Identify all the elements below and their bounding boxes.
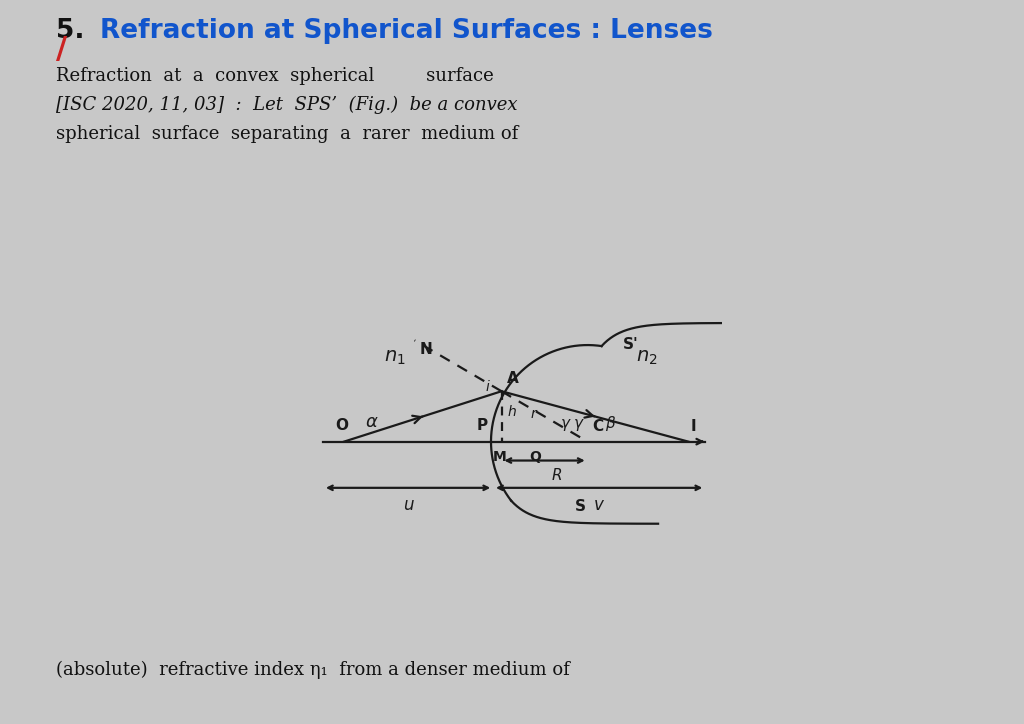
Text: N: N <box>420 342 432 358</box>
Text: C: C <box>593 419 604 434</box>
Text: $\alpha$: $\alpha$ <box>365 413 378 432</box>
Text: $\gamma$: $\gamma$ <box>572 417 584 433</box>
Text: S': S' <box>624 337 639 352</box>
Text: i: i <box>485 380 489 394</box>
Text: Refraction at Spherical Surfaces : Lenses: Refraction at Spherical Surfaces : Lense… <box>100 18 714 44</box>
Text: O: O <box>336 418 348 433</box>
Text: Q: Q <box>528 450 541 464</box>
Text: Refraction  at  a  convex  spherical         surface: Refraction at a convex spherical surface <box>56 67 494 85</box>
Text: $n_2$: $n_2$ <box>636 348 657 367</box>
Text: R: R <box>552 468 562 483</box>
Text: h: h <box>508 405 516 419</box>
Text: P: P <box>477 418 488 433</box>
Text: /: / <box>56 35 68 64</box>
Text: v: v <box>594 496 604 514</box>
Text: u: u <box>402 496 414 514</box>
Text: $n_1$: $n_1$ <box>384 348 406 367</box>
Text: [ISC 2020, 11, 03]  :  Let  SPS’  (Fig.)  be a convex: [ISC 2020, 11, 03] : Let SPS’ (Fig.) be … <box>56 96 518 114</box>
Text: I: I <box>690 419 696 434</box>
Text: 5.: 5. <box>56 18 94 44</box>
Text: M: M <box>493 450 506 464</box>
Text: S: S <box>574 500 586 515</box>
Text: r: r <box>530 408 536 421</box>
Text: (absolute)  refractive index η₁  from a denser medium of: (absolute) refractive index η₁ from a de… <box>56 660 570 678</box>
Text: $\gamma$: $\gamma$ <box>560 417 571 433</box>
Text: spherical  surface  separating  a  rarer  medium of: spherical surface separating a rarer med… <box>56 125 518 143</box>
Text: A: A <box>507 371 518 386</box>
Text: $\beta$: $\beta$ <box>605 414 616 433</box>
